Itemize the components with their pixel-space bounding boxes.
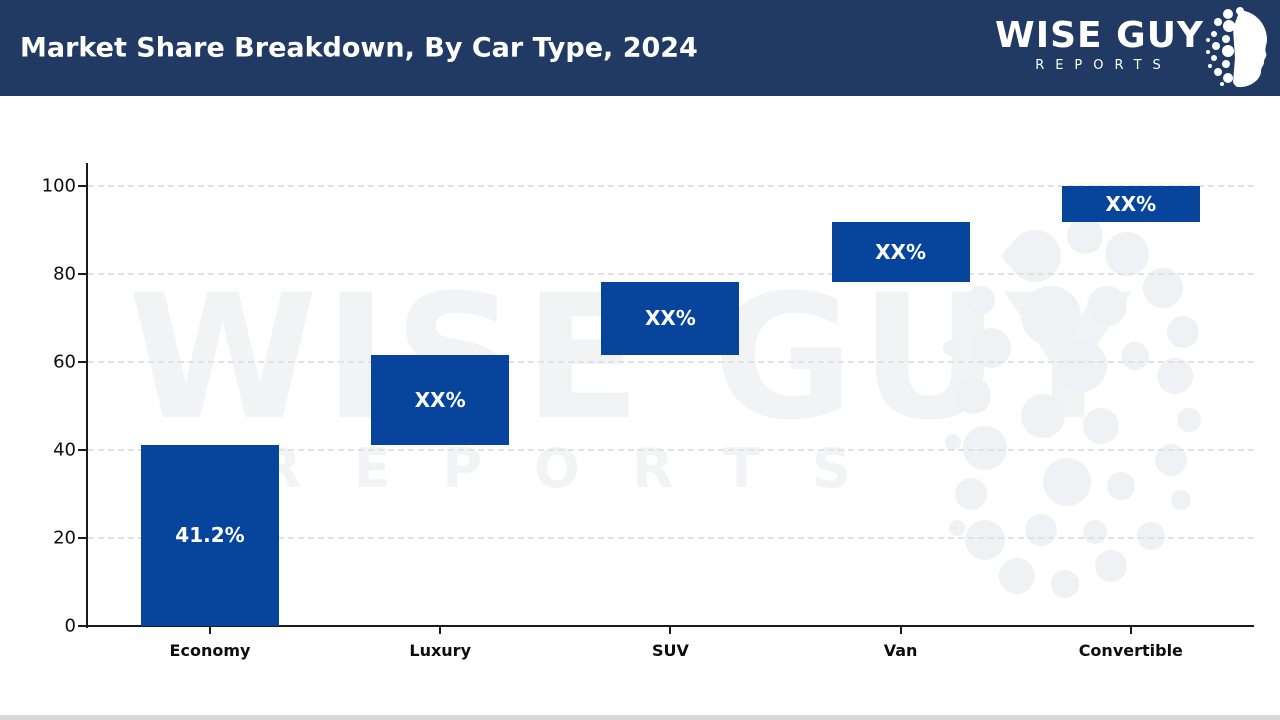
bar-luxury: XX%: [371, 354, 510, 445]
y-tick-label-40: 40: [53, 439, 76, 461]
y-tick-label-100: 100: [41, 175, 76, 197]
bar-convertible: XX%: [1061, 186, 1200, 223]
y-tick-label-20: 20: [53, 527, 76, 549]
y-tick-label-60: 60: [53, 351, 76, 373]
x-axis-line: [86, 625, 1254, 627]
x-tick-mark-0: [209, 627, 211, 634]
x-tick-mark-2: [669, 627, 672, 634]
y-axis-line: [86, 163, 88, 628]
x-tick-label-convertible: Convertible: [1078, 641, 1183, 660]
bar-value-label: XX%: [1105, 192, 1157, 217]
bar-economy: 41.2%: [141, 444, 279, 626]
y-tick-mark-0: [78, 625, 86, 627]
x-tick-label-economy: Economy: [169, 641, 251, 660]
x-tick-mark-4: [1129, 627, 1132, 634]
gridline-20: [88, 537, 1254, 539]
logo-face-icon: [1206, 7, 1268, 88]
bar-value-label: XX%: [414, 387, 466, 412]
x-tick-label-suv: SUV: [651, 641, 689, 660]
header-bar: Market Share Breakdown, By Car Type, 202…: [0, 0, 1280, 96]
watermark-head-dots: [943, 218, 1201, 598]
logo-text: WISE GUY REPORTS: [994, 15, 1204, 74]
bar-van: XX%: [831, 222, 970, 282]
gridline-80: [88, 273, 1254, 275]
y-tick-mark-100: [78, 185, 86, 187]
y-tick-mark-20: [78, 537, 86, 539]
y-tick-label-80: 80: [53, 263, 76, 285]
bar-value-label: XX%: [644, 306, 696, 331]
y-tick-mark-80: [78, 273, 86, 275]
chart-title: Market Share Breakdown, By Car Type, 202…: [20, 32, 698, 64]
gridline-100: [88, 185, 1254, 187]
y-tick-mark-60: [78, 361, 86, 363]
x-tick-mark-1: [439, 627, 442, 634]
y-tick-mark-40: [78, 449, 86, 451]
footer-strip: [0, 715, 1280, 720]
logo-subtitle: REPORTS: [1035, 58, 1172, 73]
x-tick-mark-3: [899, 627, 902, 634]
gridline-60: [88, 361, 1254, 363]
x-tick-label-luxury: Luxury: [409, 641, 471, 660]
logo-wordmark: WISE GUY: [994, 15, 1204, 56]
bar-value-label: XX%: [875, 239, 927, 264]
y-tick-label-0: 0: [64, 615, 76, 637]
bar-value-label: 41.2%: [175, 523, 245, 548]
bar-suv: XX%: [601, 281, 740, 355]
wise-guy-logo: WISE GUY REPORTS: [995, 4, 1270, 92]
x-tick-label-van: Van: [883, 641, 918, 660]
gridline-40: [88, 449, 1254, 451]
